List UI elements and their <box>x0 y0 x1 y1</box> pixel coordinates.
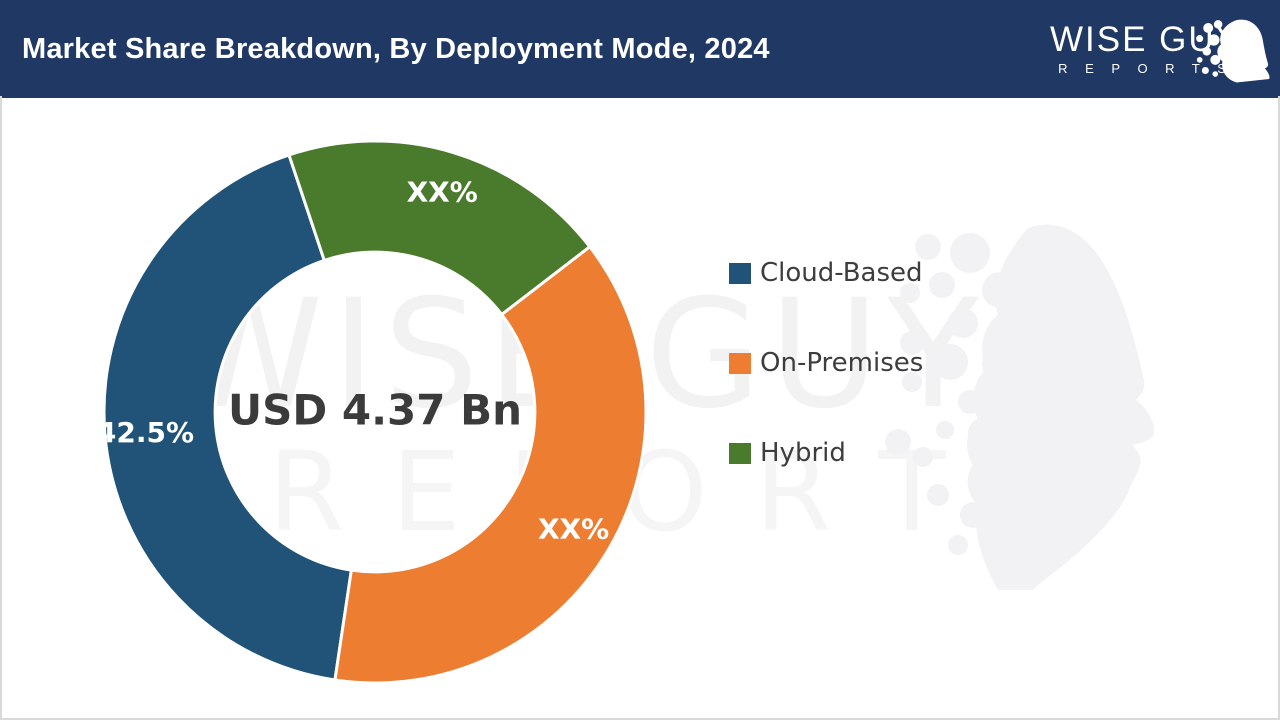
slice-label-hybrid: XX% <box>407 176 478 209</box>
legend-swatch-cloud-based <box>729 262 751 284</box>
chart-center-value: USD 4.37 Bn <box>228 385 522 435</box>
wiseguy-logo-subtitle: R E P O R T S <box>1058 61 1233 76</box>
legend-item-hybrid: Hybrid <box>729 438 923 468</box>
legend-label-on-premises: On-Premises <box>760 348 924 378</box>
legend-swatch-hybrid <box>729 442 751 464</box>
legend-item-cloud-based: Cloud-Based <box>729 258 923 288</box>
legend-swatch-on-premises <box>729 352 751 374</box>
slice-cloud-based <box>102 153 354 682</box>
slice-on-premises <box>333 244 648 685</box>
chart-legend: Cloud-Based On-Premises Hybrid <box>729 258 923 528</box>
legend-label-hybrid: Hybrid <box>760 438 846 468</box>
slice-label-on-premises: XX% <box>538 513 609 546</box>
header-bar: Market Share Breakdown, By Deployment Mo… <box>0 0 1280 98</box>
wiseguy-logo: WISE GUY R E P O R T S <box>1032 10 1272 92</box>
donut-chart: 42.5% XX% XX% <box>97 139 648 685</box>
slice-hybrid <box>287 139 592 317</box>
wiseguy-watermark-face-icon <box>885 224 1155 590</box>
legend-label-cloud-based: Cloud-Based <box>760 258 923 288</box>
page-title: Market Share Breakdown, By Deployment Mo… <box>22 33 770 65</box>
legend-item-on-premises: On-Premises <box>729 348 923 378</box>
wiseguy-logo-face-icon <box>1196 19 1270 83</box>
slice-label-cloud-based: 42.5% <box>97 416 194 449</box>
